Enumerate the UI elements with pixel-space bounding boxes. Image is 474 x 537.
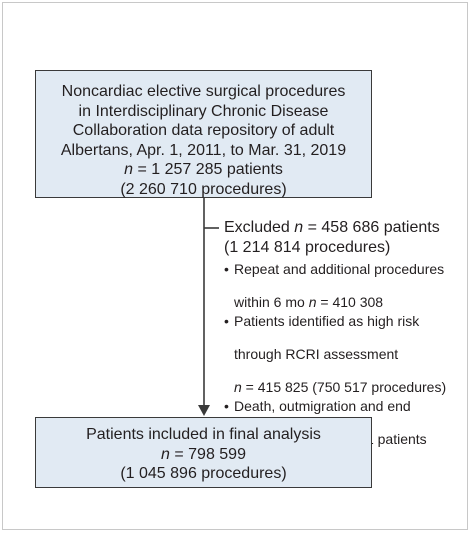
- source-line-3: Collaboration data repository of adult: [72, 122, 335, 140]
- reason-1-line-2-text: within 6 mo: [234, 294, 309, 311]
- excluded-label: Excluded: [224, 219, 295, 236]
- reason-2-line-1: Patients identified as high risk: [234, 312, 420, 329]
- source-procedure-count: (2 260 710 procedures): [120, 180, 287, 198]
- source-population-box: Noncardiac elective surgical procedures …: [35, 70, 372, 198]
- bullet-icon: •: [224, 312, 229, 329]
- n-symbol: n: [161, 445, 170, 463]
- final-cohort-box: Patients included in final analysis n = …: [35, 417, 372, 488]
- bullet-icon: •: [224, 397, 229, 414]
- reason-2-line-3-value: = 415 825 (750 517 procedures): [241, 379, 447, 396]
- reason-1-line-1: Repeat and additional procedures: [234, 261, 445, 277]
- excluded-n-value: = 458 686 patients: [303, 219, 440, 236]
- reason-2-line-2: through RCRI assessment: [234, 345, 399, 362]
- final-n-value: = 798 599: [169, 445, 246, 463]
- reason-3-line-1: Death, outmigration and end: [234, 397, 411, 414]
- source-line-1: Noncardiac elective surgical procedures: [61, 83, 346, 100]
- excluded-header: Excluded n = 458 686 patients: [224, 218, 469, 238]
- reason-2-line-3: n = 415 825 (750 517 procedures): [234, 379, 469, 396]
- figure-frame: [2, 2, 468, 530]
- final-cohort-title: Patients included in final analysis: [86, 426, 321, 443]
- source-n-value: = 1 257 285 patients: [133, 161, 283, 179]
- exclusion-reason-item: • Repeat and additional procedures withi…: [224, 261, 469, 311]
- reason-1-line-2: within 6 mo n = 410 308: [234, 294, 469, 311]
- n-symbol: n: [234, 379, 242, 396]
- excluded-procedure-count: (1 214 814 procedures): [224, 238, 391, 256]
- reason-1-line-2-value: = 410 308: [316, 294, 384, 311]
- n-symbol: n: [294, 219, 304, 236]
- final-procedure-count: (1 045 896 procedures): [120, 465, 287, 483]
- n-symbol: n: [308, 294, 317, 311]
- source-line-4: Albertans, Apr. 1, 2011, to Mar. 31, 201…: [60, 141, 347, 159]
- bullet-icon: •: [224, 261, 229, 277]
- n-symbol: n: [124, 161, 133, 179]
- exclusion-reason-item: • Patients identified as high risk throu…: [224, 313, 469, 396]
- final-patient-count: n = 798 599: [36, 445, 371, 465]
- source-patient-count: n = 1 257 285 patients: [36, 160, 371, 180]
- source-line-2: in Interdisciplinary Chronic Disease: [78, 102, 329, 120]
